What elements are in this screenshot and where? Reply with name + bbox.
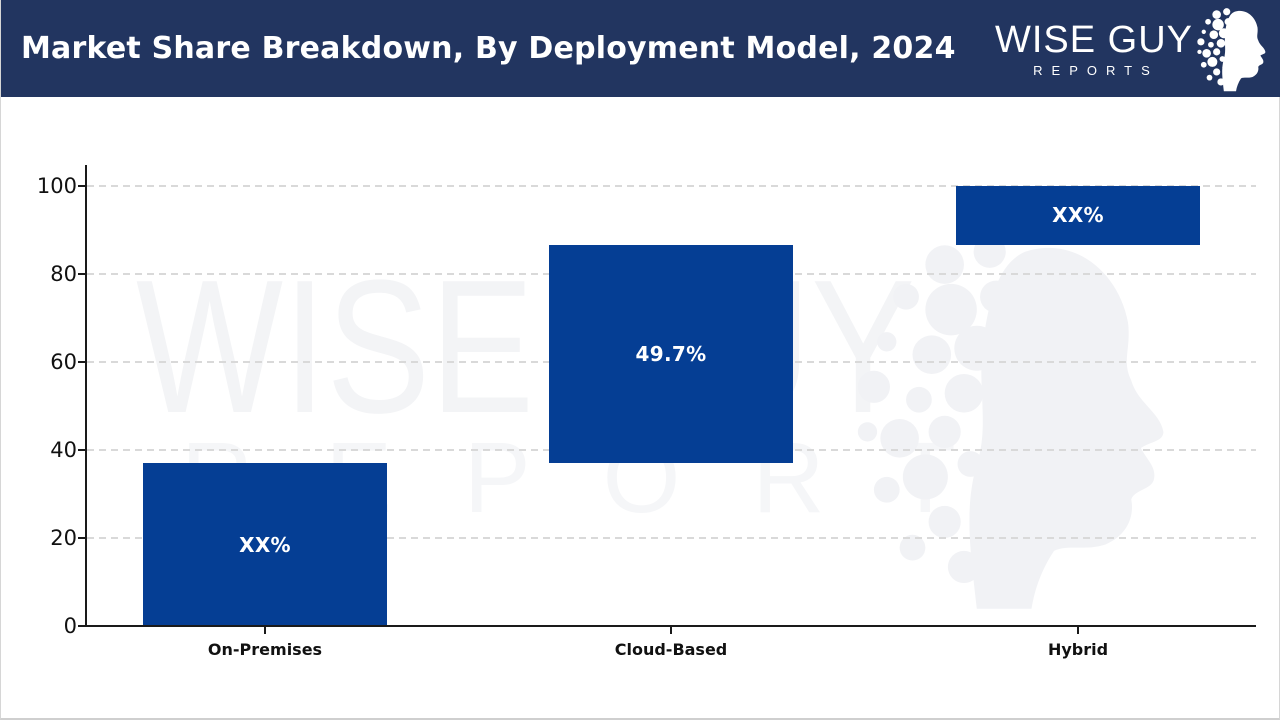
bar-value-label: XX% [1052,203,1104,228]
y-tick-mark-100 [78,185,86,187]
brand-logo: WISE GUY REPORTS [995,6,1267,92]
y-tick-label-0: 0 [63,614,77,638]
bar-value-label: 49.7% [635,341,707,366]
y-tick-label-80: 80 [50,262,77,286]
y-tick-mark-20 [78,537,86,539]
x-axis-spine [85,625,1256,627]
bar-segment-hybrid: XX% [956,186,1200,245]
x-tick-mark-1 [670,627,672,634]
y-tick-mark-60 [78,361,86,363]
bar-segment-on-premises: XX% [143,463,387,626]
x-tick-mark-2 [1077,627,1079,634]
bar-segment-cloud-based: 49.7% [549,244,793,464]
x-category-label-0: On-Premises [207,640,323,659]
page-title: Market Share Breakdown, By Deployment Mo… [21,31,956,66]
gridline-20 [87,537,1256,539]
y-tick-label-60: 60 [50,350,77,374]
brand-subtitle: REPORTS [1033,62,1159,78]
header: Market Share Breakdown, By Deployment Mo… [1,0,1280,97]
brand-head-profile-icon [1195,6,1267,92]
x-category-label-1: Cloud-Based [614,640,728,659]
y-tick-label-20: 20 [50,526,77,550]
y-tick-mark-40 [78,449,86,451]
y-tick-label-100: 100 [36,174,77,198]
y-tick-mark-80 [78,273,86,275]
y-tick-label-40: 40 [50,438,77,462]
x-category-label-2: Hybrid [1047,640,1109,659]
brand-text: WISE GUY REPORTS [995,21,1193,77]
brand-name: WISE GUY [994,18,1193,61]
bar-value-label: XX% [239,532,291,557]
y-axis-spine [85,165,87,627]
x-tick-mark-0 [264,627,266,634]
y-tick-mark-0 [78,625,86,627]
gridline-100 [87,185,1256,187]
